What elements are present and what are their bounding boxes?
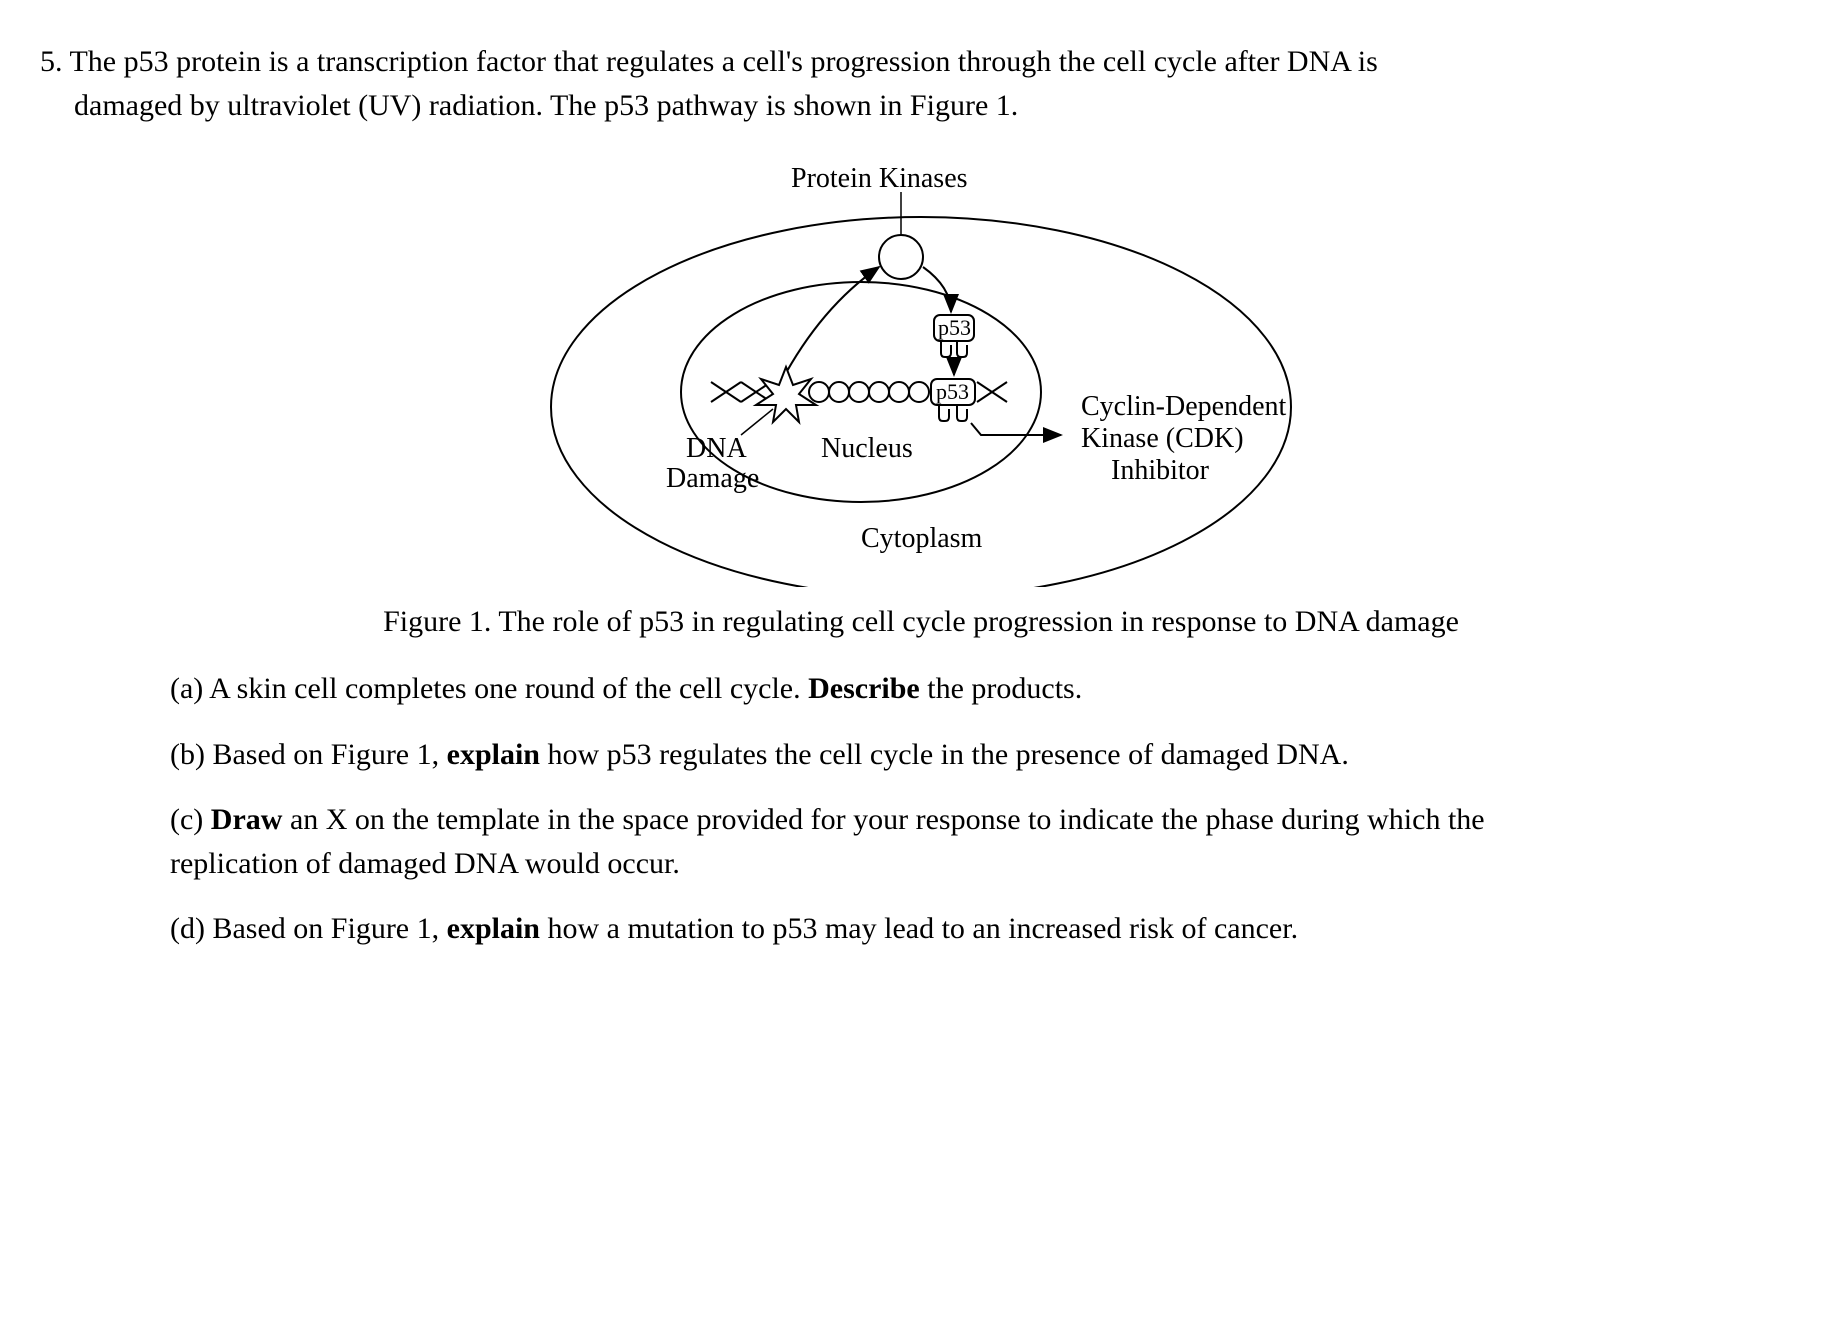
svg-text:p53: p53 xyxy=(938,315,971,340)
subpart-b-bold: explain xyxy=(447,738,540,771)
subparts: (a) A skin cell completes one round of t… xyxy=(40,667,1802,951)
subpart-a: (a) A skin cell completes one round of t… xyxy=(170,667,1742,711)
cdk-label-l1: Cyclin-Dependent xyxy=(1081,391,1286,422)
question-text-line1: The p53 protein is a transcription facto… xyxy=(69,45,1377,78)
subpart-a-prefix: (a) A skin cell completes one round of t… xyxy=(170,672,808,705)
figure-1: Protein Kinases p53 xyxy=(40,157,1802,639)
subpart-c-line2: replication of damaged DNA would occur. xyxy=(170,847,680,880)
arrow-p53-to-cdk xyxy=(971,423,1061,435)
cdk-label-l2: Kinase (CDK) xyxy=(1081,423,1244,454)
cdk-label-l3: Inhibitor xyxy=(1111,455,1210,486)
subpart-d-suffix: how a mutation to p53 may lead to an inc… xyxy=(540,912,1298,945)
subpart-b: (b) Based on Figure 1, explain how p53 r… xyxy=(170,733,1742,777)
cytoplasm-label: Cytoplasm xyxy=(861,523,983,554)
dna-damage-label-l1: DNA xyxy=(686,433,747,464)
subpart-c-mid: an X on the template in the space provid… xyxy=(282,803,1484,836)
subpart-d-prefix: (d) Based on Figure 1, xyxy=(170,912,447,945)
svg-text:p53: p53 xyxy=(936,379,969,404)
subpart-c-bold: Draw xyxy=(211,803,283,836)
p53-pathway-diagram: Protein Kinases p53 xyxy=(441,157,1401,587)
subpart-d: (d) Based on Figure 1, explain how a mut… xyxy=(170,907,1742,951)
nucleus-label: Nucleus xyxy=(821,433,913,464)
subpart-d-bold: explain xyxy=(447,912,540,945)
protein-kinase-icon xyxy=(879,235,923,279)
dna-strand: p53 xyxy=(711,367,1007,422)
p53-on-dna-icon: p53 xyxy=(931,379,975,421)
subpart-c-prefix: (c) xyxy=(170,803,211,836)
figure-caption: Figure 1. The role of p53 in regulating … xyxy=(383,605,1459,639)
subpart-a-suffix: the products. xyxy=(920,672,1082,705)
subpart-c: (c) Draw an X on the template in the spa… xyxy=(170,798,1742,885)
question-stem: 5. The p53 protein is a transcription fa… xyxy=(40,40,1802,127)
dna-damage-label-l2: Damage xyxy=(666,463,759,494)
question-number: 5. xyxy=(40,45,63,78)
dna-damage-icon xyxy=(756,367,816,422)
subpart-b-suffix: how p53 regulates the cell cycle in the … xyxy=(540,738,1349,771)
dna-damage-pointer xyxy=(741,409,773,435)
subpart-a-bold: Describe xyxy=(808,672,920,705)
protein-kinases-label: Protein Kinases xyxy=(791,163,968,194)
page: 5. The p53 protein is a transcription fa… xyxy=(0,0,1842,1341)
question-text-line2: damaged by ultraviolet (UV) radiation. T… xyxy=(74,89,1018,122)
p53-protein-icon: p53 xyxy=(934,315,974,357)
subpart-b-prefix: (b) Based on Figure 1, xyxy=(170,738,447,771)
